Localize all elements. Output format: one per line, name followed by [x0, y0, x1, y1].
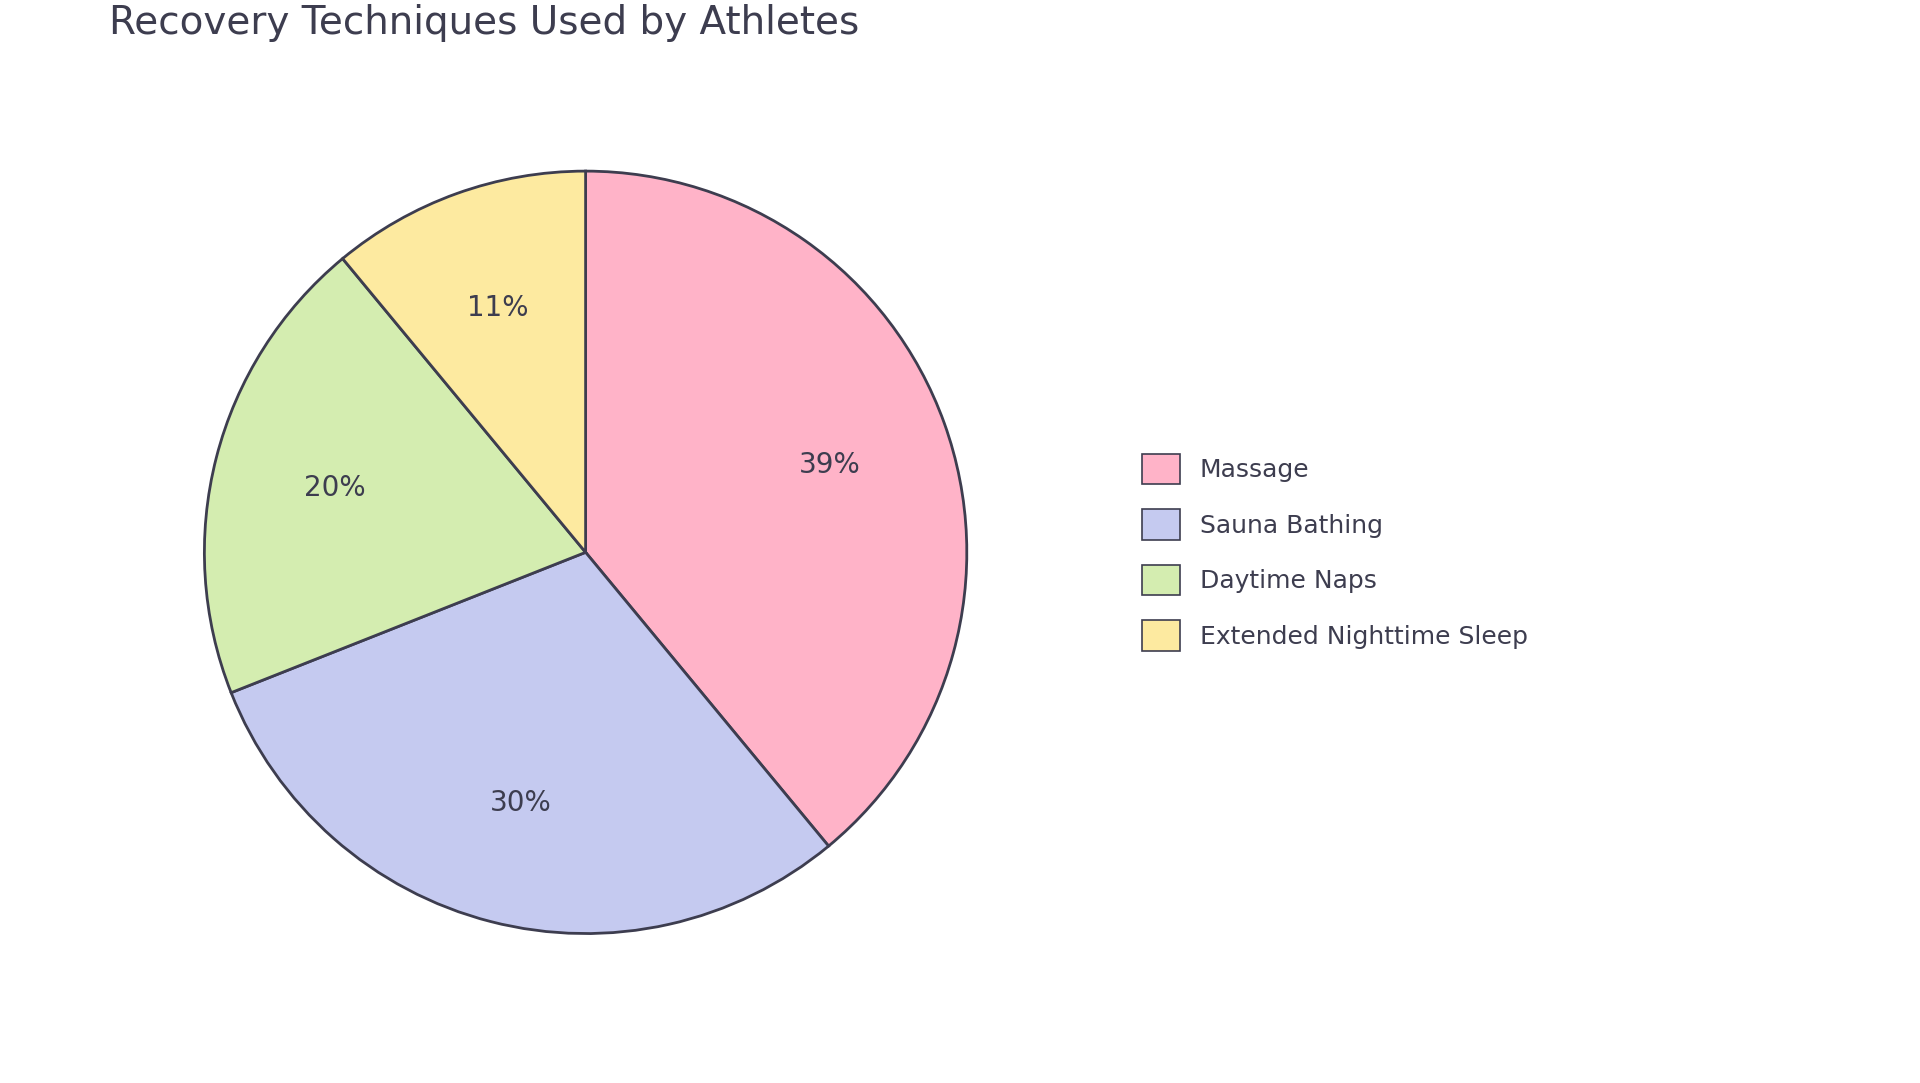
Text: Recovery Techniques Used by Athletes: Recovery Techniques Used by Athletes: [109, 4, 860, 42]
Text: 39%: 39%: [799, 451, 860, 479]
Text: 11%: 11%: [467, 295, 528, 323]
Text: 30%: 30%: [490, 790, 553, 818]
Legend: Massage, Sauna Bathing, Daytime Naps, Extended Nighttime Sleep: Massage, Sauna Bathing, Daytime Naps, Ex…: [1123, 434, 1548, 670]
Wedge shape: [204, 259, 586, 693]
Wedge shape: [230, 552, 829, 934]
Wedge shape: [342, 171, 586, 552]
Wedge shape: [586, 171, 968, 846]
Text: 20%: 20%: [303, 474, 365, 501]
